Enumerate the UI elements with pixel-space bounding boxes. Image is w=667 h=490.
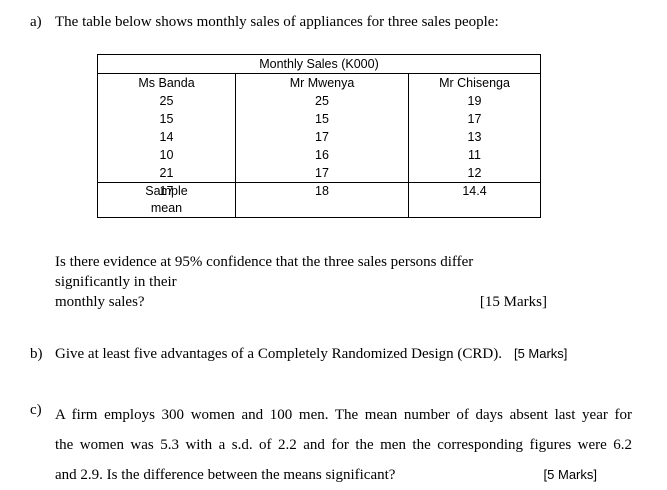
- question-b-label: b): [30, 346, 43, 362]
- monthly-sales-table: Monthly Sales (K000) Ms Banda Mr Mwenya …: [97, 54, 541, 218]
- table-cell: 15: [235, 110, 409, 128]
- table-title: Monthly Sales (K000): [97, 54, 541, 74]
- column-header-mr-mwenya: Mr Mwenya: [235, 73, 409, 92]
- table-cell: 19: [408, 92, 541, 110]
- table-cell: 16: [235, 146, 409, 164]
- question-b-marks: [5 Marks]: [513, 346, 568, 361]
- question-a-label: a): [30, 14, 42, 30]
- question-b: b) Give at least five advantages of a Co…: [30, 344, 637, 364]
- question-b-text: Give at least five advantages of a Compl…: [55, 346, 502, 362]
- question-c-marks: [5 Marks]: [543, 467, 597, 482]
- sample-mean-value-mwenya: 18: [235, 182, 409, 218]
- column-header-mr-chisenga: Mr Chisenga: [408, 73, 541, 92]
- question-c-line3: and 2.9. Is the difference between the m…: [55, 460, 632, 490]
- table-row: 10 16 11: [97, 146, 541, 164]
- table-cell: 17: [235, 128, 409, 146]
- sample-mean-value-banda: 17: [159, 184, 174, 198]
- table-row: 21 17 12: [97, 164, 541, 183]
- question-c: c) A firm employs 300 women and 100 men.…: [30, 400, 637, 490]
- question-c-text: A firm employs 300 women and 100 men. Th…: [55, 400, 632, 490]
- question-c-label: c): [30, 402, 42, 418]
- table-cell: 25: [235, 92, 409, 110]
- sample-mean-value-chisenga: 14.4: [408, 182, 541, 218]
- question-c-line3-text: and 2.9. Is the difference between the m…: [55, 467, 396, 483]
- table-cell: 14: [97, 128, 236, 146]
- table-cell: 21: [97, 164, 236, 183]
- question-a-intro-text: The table below shows monthly sales of a…: [55, 14, 499, 30]
- table-cell: 25: [97, 92, 236, 110]
- table-header-row: Ms Banda Mr Mwenya Mr Chisenga: [97, 73, 541, 92]
- question-a-line1: Is there evidence at 95% confidence that…: [55, 254, 474, 290]
- table-cell: 11: [408, 146, 541, 164]
- sample-mean-cell: Sample 17 mean: [97, 182, 236, 218]
- question-a-line2: monthly sales? [15 Marks]: [55, 292, 547, 312]
- sample-mean-label-word1: Sample: [145, 184, 188, 198]
- sample-mean-label-word2: mean: [150, 201, 183, 215]
- question-c-line2: the women was 5.3 with a s.d. of 2.2 and…: [55, 437, 632, 453]
- table-cell: 15: [97, 110, 236, 128]
- question-a-intro: a) The table below shows monthly sales o…: [30, 12, 637, 32]
- table-cell: 13: [408, 128, 541, 146]
- table-row: 14 17 13: [97, 128, 541, 146]
- table-title-row: Monthly Sales (K000): [97, 54, 541, 74]
- question-c-line1: A firm employs 300 women and 100 men. Th…: [55, 407, 632, 423]
- table-cell: 17: [235, 164, 409, 183]
- sample-mean-line1: Sample 17: [98, 183, 235, 200]
- question-a-line2-text: monthly sales?: [55, 294, 145, 310]
- column-header-ms-banda: Ms Banda: [97, 73, 236, 92]
- table-cell: 12: [408, 164, 541, 183]
- question-b-body: Give at least five advantages of a Compl…: [55, 344, 567, 364]
- sample-mean-row: Sample 17 mean 18 14.4: [97, 182, 541, 218]
- table-row: 15 15 17: [97, 110, 541, 128]
- question-a-marks: [15 Marks]: [479, 294, 547, 310]
- table-row: 25 25 19: [97, 92, 541, 110]
- exam-page: a) The table below shows monthly sales o…: [30, 12, 637, 483]
- table-cell: 17: [408, 110, 541, 128]
- question-a-text: Is there evidence at 95% confidence that…: [55, 252, 547, 312]
- table-cell: 10: [97, 146, 236, 164]
